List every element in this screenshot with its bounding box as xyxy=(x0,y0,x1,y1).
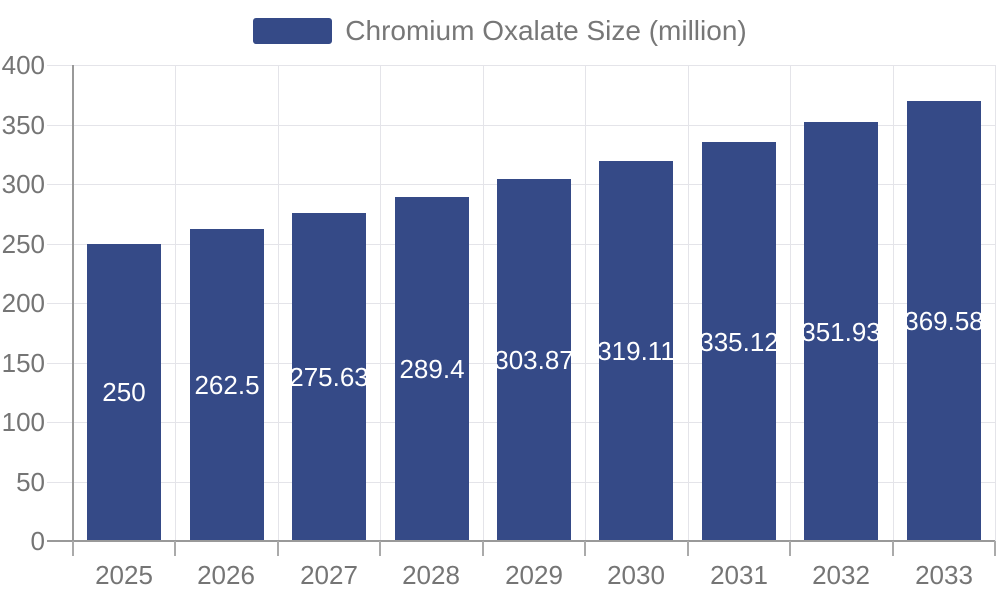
gridline-x xyxy=(688,65,689,541)
bar-value-label: 369.58 xyxy=(904,306,984,336)
bar-value-label: 319.11 xyxy=(597,336,675,366)
y-tick-label: 250 xyxy=(1,229,45,259)
gridline-x xyxy=(585,65,586,541)
x-axis-tick xyxy=(482,541,484,556)
bar-value-label: 351.93 xyxy=(801,317,881,347)
y-tick-label: 400 xyxy=(1,50,45,80)
x-tick-label: 2026 xyxy=(197,560,255,590)
x-tick-label: 2028 xyxy=(402,560,460,590)
legend-swatch[interactable] xyxy=(253,18,333,44)
legend[interactable]: Chromium Oxalate Size (million) xyxy=(0,15,1000,47)
legend-label: Chromium Oxalate Size (million) xyxy=(345,15,747,46)
y-tick-label: 200 xyxy=(1,288,45,318)
x-tick-label: 2025 xyxy=(95,560,153,590)
x-axis-tick xyxy=(584,541,586,556)
x-tick-label: 2029 xyxy=(505,560,563,590)
x-tick-label: 2027 xyxy=(300,560,358,590)
bar-value-label: 250 xyxy=(102,377,146,407)
bar-value-label: 303.87 xyxy=(494,345,574,375)
y-tick-label: 100 xyxy=(1,407,45,437)
x-axis-line xyxy=(47,540,995,542)
x-tick-label: 2030 xyxy=(607,560,665,590)
bar[interactable] xyxy=(87,244,161,542)
gridline-x xyxy=(893,65,894,541)
x-axis-tick xyxy=(789,541,791,556)
bar[interactable] xyxy=(804,122,878,541)
bar[interactable] xyxy=(907,101,981,541)
x-axis-tick xyxy=(277,541,279,556)
y-tick-label: 0 xyxy=(30,526,45,556)
bar-value-label: 275.63 xyxy=(289,362,369,392)
x-axis-tick xyxy=(892,541,894,556)
x-axis-tick xyxy=(687,541,689,556)
y-tick-label: 50 xyxy=(16,467,45,497)
bar-value-label: 289.4 xyxy=(399,354,465,384)
y-axis-line xyxy=(72,65,74,556)
gridline-x xyxy=(278,65,279,541)
bar[interactable] xyxy=(395,197,469,541)
bar[interactable] xyxy=(292,213,366,541)
bar-value-label: 335.12 xyxy=(699,327,779,357)
gridline-x xyxy=(175,65,176,541)
gridline-y xyxy=(47,125,995,126)
x-axis-tick xyxy=(994,541,996,556)
x-axis-tick xyxy=(379,541,381,556)
x-tick-label: 2033 xyxy=(915,560,973,590)
y-tick-label: 350 xyxy=(1,110,45,140)
gridline-y xyxy=(47,65,995,66)
y-tick-label: 150 xyxy=(1,348,45,378)
bar[interactable] xyxy=(190,229,264,541)
gridline-x xyxy=(380,65,381,541)
bar[interactable] xyxy=(702,142,776,541)
bar[interactable] xyxy=(599,161,673,541)
x-axis-tick xyxy=(174,541,176,556)
bar[interactable] xyxy=(497,179,571,541)
x-tick-label: 2032 xyxy=(812,560,870,590)
x-axis-tick xyxy=(72,541,74,556)
gridline-x xyxy=(790,65,791,541)
y-tick-label: 300 xyxy=(1,169,45,199)
gridline-x xyxy=(483,65,484,541)
bar-value-label: 262.5 xyxy=(194,370,260,400)
gridline-x xyxy=(995,65,996,541)
x-tick-label: 2031 xyxy=(710,560,768,590)
